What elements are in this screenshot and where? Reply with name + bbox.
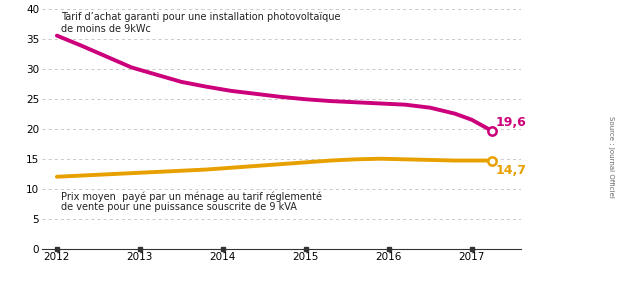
Text: 14,7: 14,7 — [495, 164, 527, 177]
Text: Tarif d’achat garanti pour une installation photovoltaïque: Tarif d’achat garanti pour une installat… — [61, 11, 341, 21]
Text: 19,6: 19,6 — [495, 116, 526, 129]
Text: de vente pour une puissance souscrite de 9 kVA: de vente pour une puissance souscrite de… — [61, 202, 297, 212]
Text: Prix moyen  payé par un ménage au tarif réglementé: Prix moyen payé par un ménage au tarif r… — [61, 192, 322, 202]
Text: de moins de 9kWc: de moins de 9kWc — [61, 23, 151, 33]
Text: Source : Journal Officiel: Source : Journal Officiel — [608, 116, 614, 198]
